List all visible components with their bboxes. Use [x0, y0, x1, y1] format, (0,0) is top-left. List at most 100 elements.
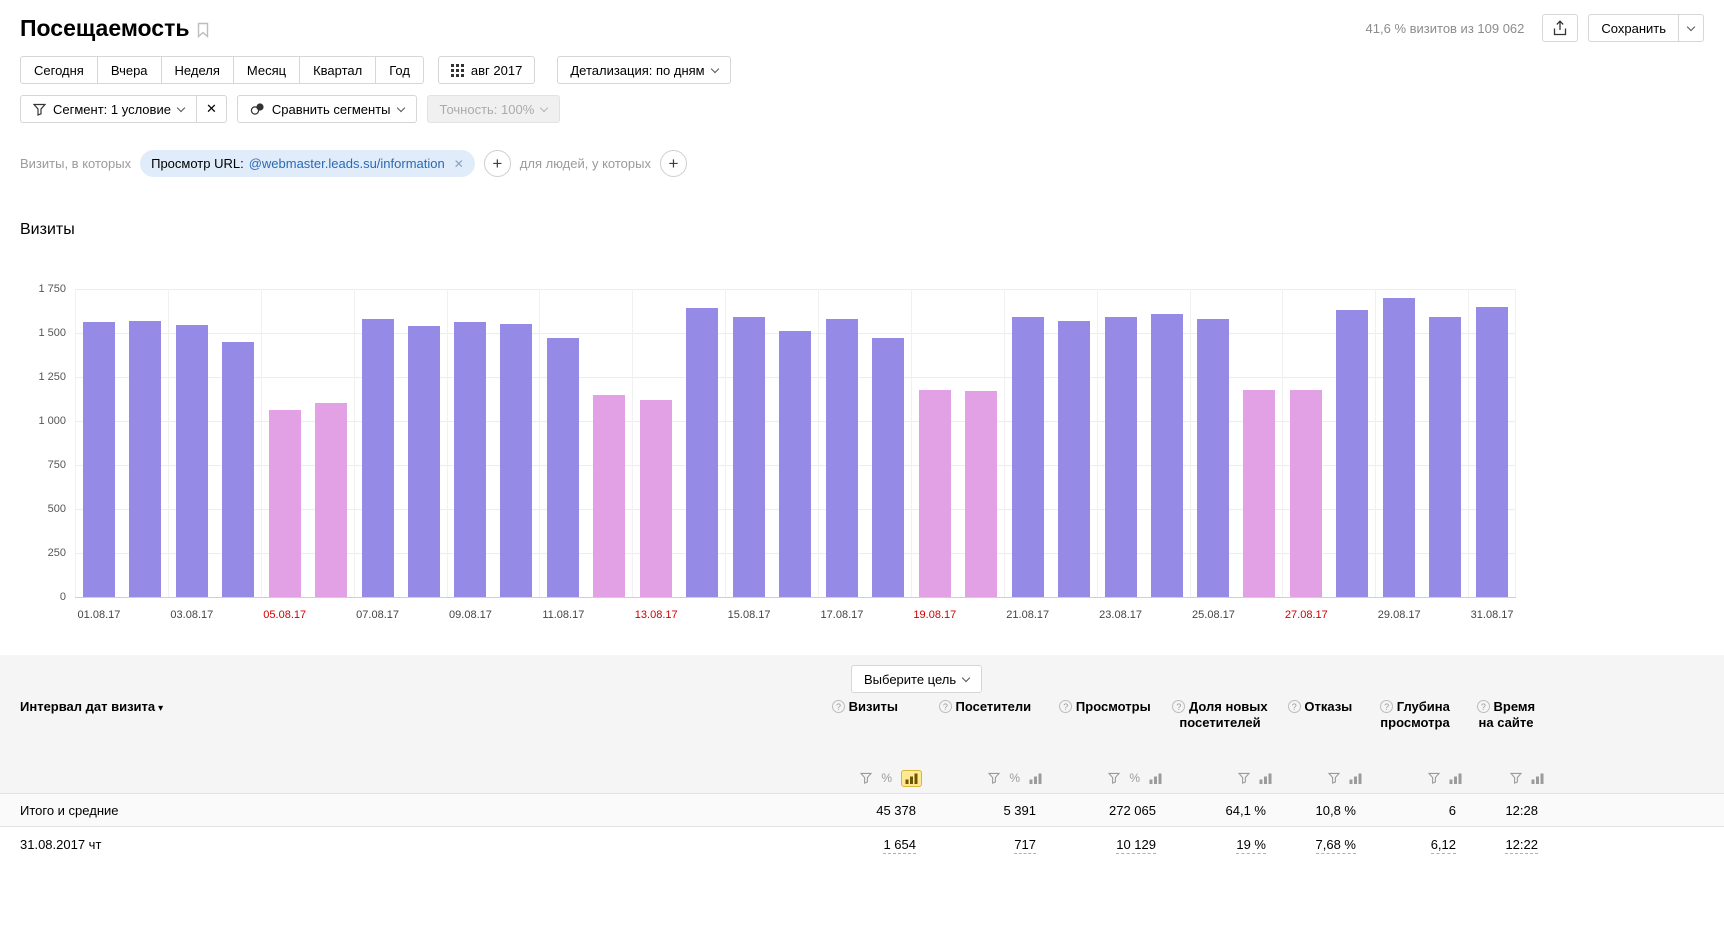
row-label[interactable]: 31.08.2017 чт — [20, 837, 102, 852]
column-header-6[interactable]: ? Время на сайте — [1468, 699, 1550, 732]
close-icon: ✕ — [205, 101, 217, 116]
period-tab-1[interactable]: Вчера — [96, 56, 162, 84]
percent-metric-icon[interactable]: % — [1009, 771, 1020, 785]
chart-bar-slot: 01.08.17 — [75, 289, 122, 621]
date-interval-header[interactable]: Интервал дат визита ▾ — [0, 699, 808, 714]
percent-metric-icon[interactable]: % — [881, 771, 892, 785]
filter-funnel-icon[interactable] — [1428, 772, 1440, 784]
help-icon[interactable]: ? — [1476, 700, 1490, 713]
chart-bar[interactable] — [128, 320, 161, 597]
chart-bar[interactable] — [1011, 317, 1044, 597]
chart-bar[interactable] — [547, 338, 580, 597]
bar-chart-metric-icon[interactable] — [1449, 773, 1462, 784]
chart-bar[interactable] — [1243, 390, 1276, 597]
filter-funnel-icon[interactable] — [1238, 772, 1250, 784]
chart-bar[interactable] — [593, 394, 626, 597]
chart-bar[interactable] — [1104, 317, 1137, 597]
column-header-2[interactable]: ? Просмотры — [1048, 699, 1168, 732]
segment-clear-button[interactable]: ✕ — [195, 95, 227, 123]
chart-bar[interactable] — [918, 390, 951, 597]
cell-value[interactable]: 12:22 — [1505, 837, 1538, 854]
filter-funnel-icon[interactable] — [1510, 772, 1522, 784]
period-tab-3[interactable]: Месяц — [232, 56, 301, 84]
chart-bar[interactable] — [825, 318, 858, 597]
chip-remove-icon[interactable]: ✕ — [453, 156, 464, 171]
accuracy-dropdown[interactable]: Точность: 100% — [426, 95, 561, 123]
segment-dropdown[interactable]: Сегмент: 1 условие — [20, 95, 197, 123]
chart-bar[interactable] — [1290, 390, 1323, 597]
bar-chart-metric-icon[interactable] — [1029, 773, 1042, 784]
chart-bar[interactable] — [361, 318, 394, 597]
help-icon[interactable]: ? — [832, 700, 846, 713]
y-tick-label: 250 — [47, 547, 66, 559]
period-tab-2[interactable]: Неделя — [160, 56, 234, 84]
add-people-condition-button[interactable]: + — [659, 150, 687, 177]
chart-bar[interactable] — [871, 338, 904, 597]
cell-value[interactable]: 717 — [1014, 837, 1036, 854]
percent-metric-icon[interactable]: % — [1129, 771, 1140, 785]
bar-chart-metric-icon[interactable] — [1349, 773, 1362, 784]
help-icon[interactable]: ? — [1380, 700, 1394, 713]
chart-bar-slot: 03.08.17 — [167, 289, 215, 621]
chart-bar[interactable] — [82, 322, 115, 597]
column-header-5[interactable]: ? Глубина просмотра — [1368, 699, 1468, 732]
chart-bar[interactable] — [1336, 310, 1369, 597]
period-tab-0[interactable]: Сегодня — [20, 56, 98, 84]
bookmark-icon[interactable] — [197, 22, 209, 38]
chart-bar[interactable] — [500, 324, 533, 597]
chart-bar[interactable] — [221, 341, 254, 597]
help-icon[interactable]: ? — [1059, 700, 1073, 713]
chart-bar[interactable] — [964, 391, 997, 597]
chart-bar[interactable] — [640, 399, 673, 597]
filter-funnel-icon[interactable] — [1108, 772, 1121, 784]
cell-value[interactable]: 7,68 % — [1315, 837, 1356, 854]
chart-bar-slot: 31.08.17 — [1468, 289, 1515, 621]
detail-dropdown[interactable]: Детализация: по дням — [557, 56, 731, 84]
save-button[interactable]: Сохранить — [1588, 14, 1679, 42]
chart-bar[interactable] — [175, 325, 208, 597]
chart-bar[interactable] — [733, 317, 766, 597]
chart-bar[interactable] — [1150, 313, 1183, 597]
column-header-4[interactable]: ? Отказы — [1278, 699, 1368, 732]
period-tab-4[interactable]: Квартал — [299, 56, 377, 84]
chart-bar[interactable] — [1429, 317, 1462, 597]
help-icon[interactable]: ? — [1287, 700, 1301, 713]
filter-funnel-icon[interactable] — [860, 772, 873, 784]
save-dropdown-button[interactable] — [1678, 14, 1704, 42]
column-header-1[interactable]: ? Посетители — [928, 699, 1048, 732]
chart-bar[interactable] — [314, 403, 347, 597]
bar-chart-metric-icon[interactable] — [1259, 773, 1272, 784]
compare-segments-button[interactable]: Сравнить сегменты — [236, 95, 417, 123]
cell-value[interactable]: 10 129 — [1116, 837, 1156, 854]
column-header-0[interactable]: ? Визиты — [808, 699, 928, 732]
chart-bar[interactable] — [1383, 297, 1416, 597]
add-visit-condition-button[interactable]: + — [483, 150, 511, 177]
chart-bar[interactable] — [686, 308, 719, 597]
chart-bar[interactable] — [454, 322, 487, 597]
chart-bar[interactable] — [1476, 306, 1509, 597]
chart-bar[interactable] — [1057, 320, 1090, 597]
x-tick-label: 13.08.17 — [634, 609, 678, 621]
bar-chart-metric-icon[interactable] — [1149, 773, 1162, 784]
period-tab-5[interactable]: Год — [375, 56, 424, 84]
column-header-3[interactable]: ? Доля новых посетителей — [1168, 699, 1278, 732]
chart-bar[interactable] — [407, 325, 440, 597]
chart-bar[interactable] — [1197, 318, 1230, 597]
filter-funnel-icon[interactable] — [1328, 772, 1340, 784]
url-filter-chip[interactable]: Просмотр URL: @webmaster.leads.su/inform… — [140, 150, 475, 177]
calendar-button[interactable]: авг 2017 — [437, 56, 536, 84]
chart-bar-slot — [308, 289, 354, 597]
bar-chart-metric-icon[interactable] — [901, 769, 922, 787]
chart-bar[interactable] — [779, 331, 812, 597]
filter-funnel-icon[interactable] — [988, 772, 1001, 784]
bar-chart-metric-icon[interactable] — [1531, 773, 1544, 784]
chart-bar[interactable] — [268, 410, 301, 597]
export-button[interactable] — [1542, 14, 1579, 42]
cell-value[interactable]: 6,12 — [1430, 837, 1456, 854]
cell-value[interactable]: 19 % — [1236, 837, 1266, 854]
choose-goal-dropdown[interactable]: Выберите цель — [851, 665, 983, 693]
cell-value[interactable]: 1 654 — [883, 837, 916, 854]
help-icon[interactable]: ? — [938, 700, 952, 713]
chip-value-link[interactable]: @webmaster.leads.su/information — [248, 156, 445, 171]
help-icon[interactable]: ? — [1172, 700, 1186, 713]
